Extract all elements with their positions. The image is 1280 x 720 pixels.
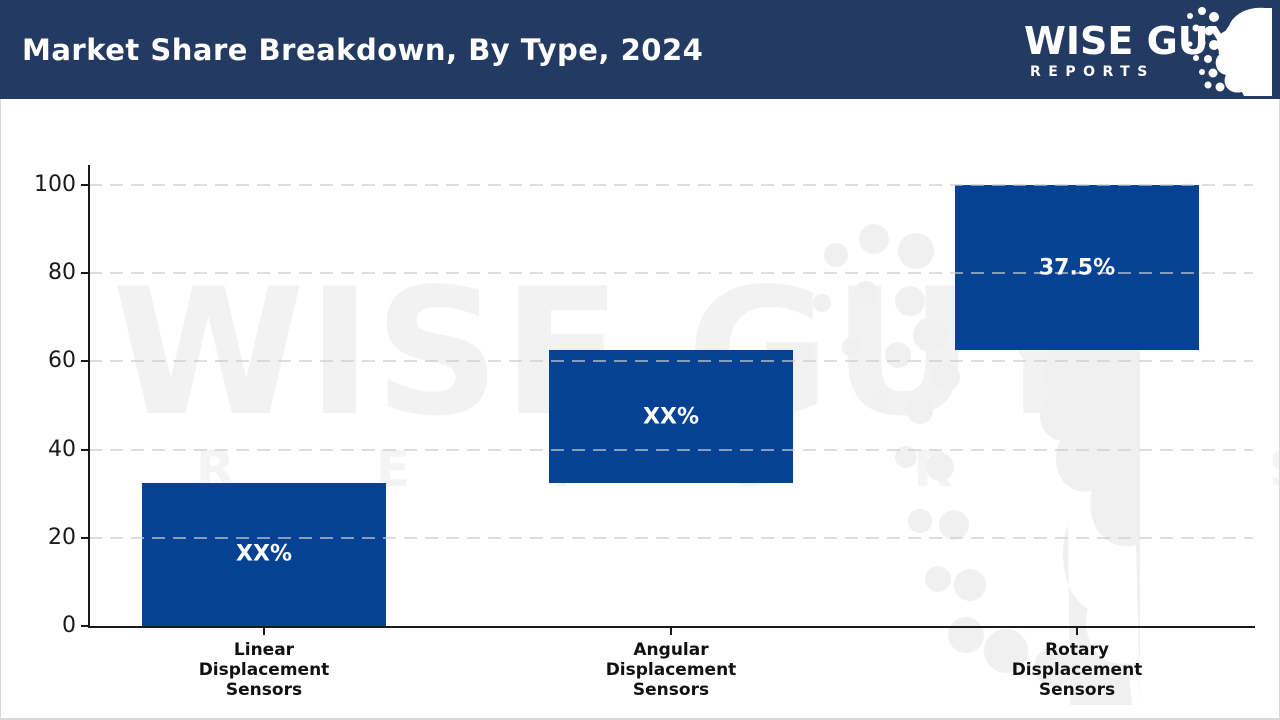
bar-1: [142, 482, 386, 626]
bar-value-label: XX%: [643, 404, 699, 430]
y-tick-mark: [81, 272, 89, 275]
gridline: [89, 272, 1253, 275]
gridline: [89, 184, 1253, 186]
category-label-line: Linear: [233, 640, 295, 660]
category-label-line: Displacement: [605, 660, 737, 680]
category-label-line: Sensors: [632, 680, 710, 700]
category-label: Rotary Displacement Sensors: [927, 640, 1227, 700]
gridline: [89, 536, 1253, 539]
gridline: [89, 360, 1253, 363]
page-title: Market Share Breakdown, By Type, 2024: [22, 32, 704, 67]
x-tick-mark: [263, 628, 265, 635]
y-axis-line: [88, 165, 90, 628]
category-label-line: Displacement: [198, 660, 330, 680]
y-tick-mark: [81, 360, 89, 363]
category-label-line: Angular: [633, 640, 709, 660]
y-tick-label: 0: [62, 613, 76, 638]
x-tick-mark: [1076, 628, 1078, 635]
header-bar: Market Share Breakdown, By Type, 2024 WI…: [0, 0, 1280, 99]
x-axis-line: [88, 626, 1255, 628]
gridline: [89, 448, 1253, 451]
category-label: Linear Displacement Sensors: [114, 640, 414, 700]
y-tick-label: 60: [48, 348, 76, 374]
y-tick-label: 20: [48, 524, 76, 550]
wise-guy-reports-logo: WISE GUY REPORTS: [1024, 7, 1272, 96]
category-label-line: Sensors: [225, 680, 303, 700]
logo-face-dots: [1181, 7, 1225, 92]
y-tick-label: 100: [34, 172, 76, 197]
bar-value-label: XX%: [236, 541, 292, 567]
x-tick-mark: [670, 628, 672, 635]
category-label-line: Rotary: [1045, 640, 1109, 660]
y-tick-label: 40: [48, 436, 76, 462]
y-tick-mark: [81, 625, 89, 627]
logo-reports-text: REPORTS: [1030, 64, 1155, 80]
bar-value-label: 37.5%: [1038, 255, 1116, 281]
category-label-line: Displacement: [1011, 660, 1143, 680]
category-label: Angular Displacement Sensors: [521, 640, 821, 700]
logo-face-profile: [1215, 7, 1272, 96]
y-tick-mark: [81, 448, 89, 451]
y-tick-label: 80: [48, 260, 76, 286]
bar-2: [549, 350, 793, 483]
y-tick-mark: [81, 184, 89, 186]
y-tick-mark: [81, 536, 89, 539]
category-label-line: Sensors: [1038, 680, 1116, 700]
